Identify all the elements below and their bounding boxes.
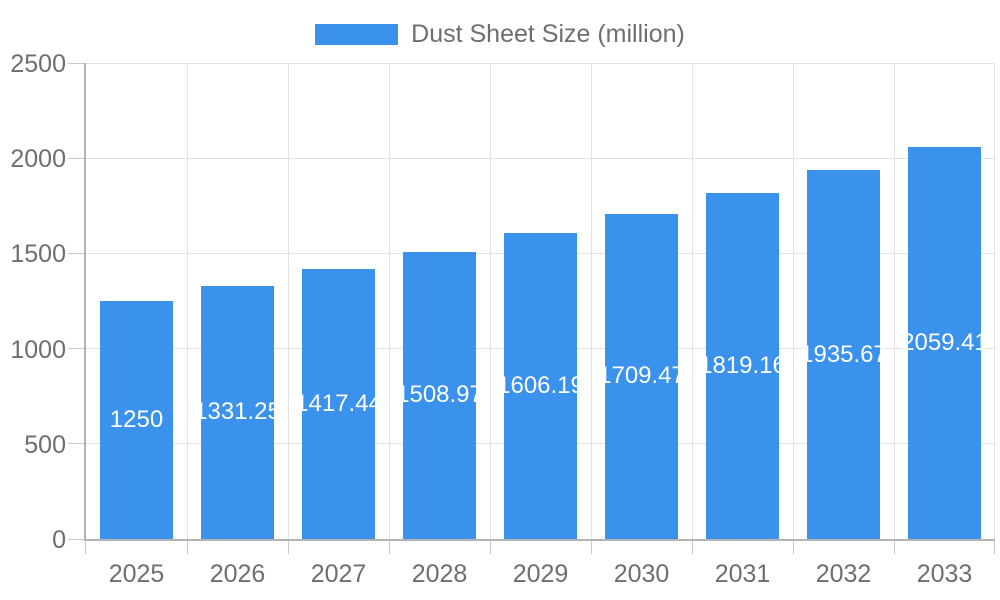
bar-2030[interactable]: 1709.47	[598, 213, 685, 539]
gridline-vertical	[287, 63, 289, 539]
gridline-vertical	[590, 63, 592, 539]
x-axis-tick	[893, 541, 895, 554]
y-axis-tick	[68, 348, 84, 350]
x-tick-label: 2028	[411, 560, 468, 588]
bar-2029[interactable]: 1606.19	[497, 233, 584, 539]
plot-area: 1250 1331.25 1417.44 1508.97 1606.19 1709.47 1…	[68, 62, 995, 554]
y-axis-tick	[68, 157, 84, 159]
x-axis-tick	[186, 541, 188, 554]
gridline-horizontal	[86, 157, 995, 159]
y-axis-tick	[68, 538, 84, 540]
x-axis-tick	[792, 541, 794, 554]
legend-swatch-icon	[315, 24, 399, 45]
bar-value-label: 1417.44	[295, 390, 382, 418]
y-tick-label: 1500	[10, 240, 66, 269]
gridline-vertical	[792, 63, 794, 539]
y-tick-label: 500	[24, 430, 66, 459]
x-tick-label: 2031	[714, 560, 771, 588]
bar-2028[interactable]: 1508.97	[396, 251, 483, 539]
y-tick-label: 0	[52, 526, 66, 554]
bar-value-label: 1331.25	[194, 398, 281, 426]
x-tick-label: 2032	[815, 560, 872, 588]
legend[interactable]: Dust Sheet Size (million)	[0, 20, 1000, 49]
y-axis-tick	[68, 62, 84, 64]
x-tick-label: 2026	[209, 560, 266, 588]
x-tick-label: 2030	[613, 560, 670, 588]
bar-value-label: 1606.19	[497, 372, 584, 400]
bar-value-label: 1709.47	[598, 362, 685, 390]
gridline-horizontal	[86, 63, 995, 64]
bar-value-label: 2059.41	[901, 328, 988, 356]
bar-value-label: 1508.97	[396, 381, 483, 409]
bar-value-label: 1250	[109, 406, 164, 433]
x-axis-tick	[590, 541, 592, 554]
y-axis-tick	[68, 252, 84, 254]
y-tick-label: 2000	[10, 145, 66, 174]
x-axis-tick	[287, 541, 289, 554]
gridline-vertical	[994, 63, 995, 539]
bar-2032[interactable]: 1935.67	[800, 170, 887, 539]
bar-value-label: 1935.67	[800, 340, 887, 368]
y-tick-label: 2500	[10, 50, 66, 78]
gridline-vertical	[186, 63, 188, 539]
x-axis-tick	[691, 541, 693, 554]
x-tick-label: 2027	[310, 560, 367, 588]
legend-label: Dust Sheet Size (million)	[411, 20, 685, 48]
x-axis-tick	[489, 541, 491, 554]
x-axis-tick	[994, 541, 995, 554]
gridline-vertical	[388, 63, 390, 539]
x-tick-label: 2025	[108, 560, 165, 588]
bar-value-label: 1819.16	[699, 351, 786, 379]
bar-2025[interactable]: 1250	[100, 301, 173, 539]
y-tick-label: 1000	[10, 335, 66, 364]
bar-2031[interactable]: 1819.16	[699, 192, 786, 539]
y-axis-tick	[68, 443, 84, 445]
x-tick-label: 2033	[916, 560, 973, 588]
bar-2033[interactable]: 2059.41	[901, 146, 988, 539]
gridline-vertical	[893, 63, 895, 539]
x-tick-label: 2029	[512, 560, 569, 588]
bar-2027[interactable]: 1417.44	[295, 269, 382, 539]
bar-2026[interactable]: 1331.25	[194, 285, 281, 539]
x-axis-tick	[388, 541, 390, 554]
gridline-vertical	[691, 63, 693, 539]
gridline-vertical	[489, 63, 491, 539]
x-axis-tick	[84, 541, 86, 554]
